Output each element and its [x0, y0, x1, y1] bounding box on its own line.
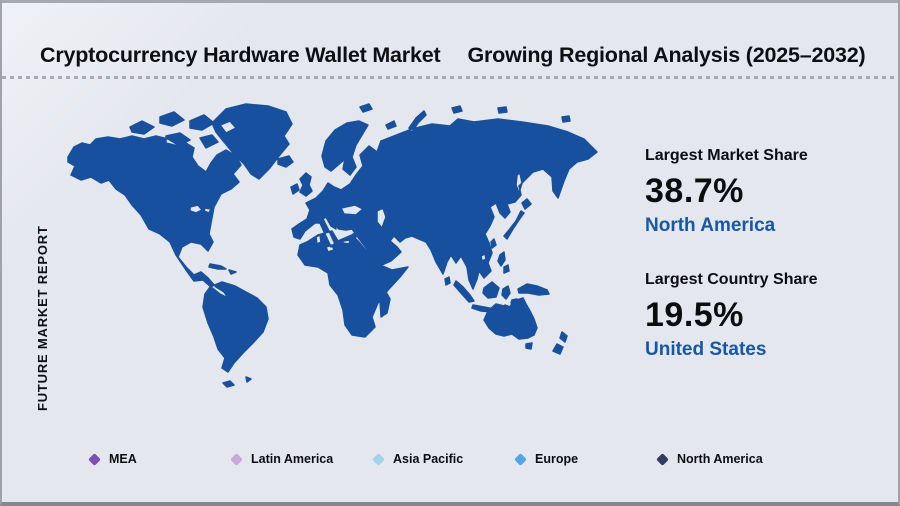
- stat-region: North America: [645, 215, 776, 236]
- stat-largest-market-share: Largest Market Share 38.7% North America: [645, 147, 885, 237]
- map-eurasia-africa-landmass: [290, 103, 598, 338]
- map-oceania-landmass: [453, 280, 568, 355]
- legend-dot-icon: [88, 452, 101, 466]
- legend-dot-icon: [514, 452, 527, 466]
- legend-dot-icon: [656, 452, 669, 466]
- stats-panel: Largest Market Share 38.7% North America…: [645, 147, 885, 361]
- legend-label: Asia Pacific: [393, 452, 464, 466]
- region-legend: MEA Latin America Asia Pacific Europe No…: [88, 450, 888, 468]
- legend-item-asia-pacific: Asia Pacific: [372, 452, 516, 466]
- stat-region: United States: [645, 339, 767, 360]
- legend-dot-icon: [230, 452, 243, 466]
- page-title: Cryptocurrency Hardware Wallet Market Gr…: [40, 43, 878, 68]
- legend-item-mea: MEA: [88, 452, 232, 466]
- stat-label: Largest Country Share: [645, 271, 818, 288]
- world-map: [67, 103, 598, 388]
- legend-label: Latin America: [251, 452, 334, 466]
- stat-label: Largest Market Share: [645, 147, 808, 164]
- dotted-divider: [2, 76, 898, 79]
- legend-label: Europe: [535, 452, 579, 466]
- title-market-name: Cryptocurrency Hardware Wallet Market: [40, 43, 441, 67]
- legend-item-latin-america: Latin America: [230, 452, 374, 466]
- map-americas-landmass: [67, 103, 294, 388]
- stat-largest-country-share: Largest Country Share 19.5% United State…: [645, 271, 885, 361]
- brand-vertical-label: FUTURE MARKET REPORT: [35, 225, 50, 411]
- stat-value: 19.5%: [645, 296, 744, 334]
- legend-label: MEA: [109, 452, 137, 466]
- legend-label: North America: [677, 452, 763, 466]
- title-analysis-range: Growing Regional Analysis (2025–2032): [467, 43, 866, 67]
- legend-item-north-america: North America: [656, 452, 763, 466]
- legend-dot-icon: [372, 452, 385, 466]
- legend-item-europe: Europe: [514, 452, 658, 466]
- stat-value: 38.7%: [645, 172, 744, 210]
